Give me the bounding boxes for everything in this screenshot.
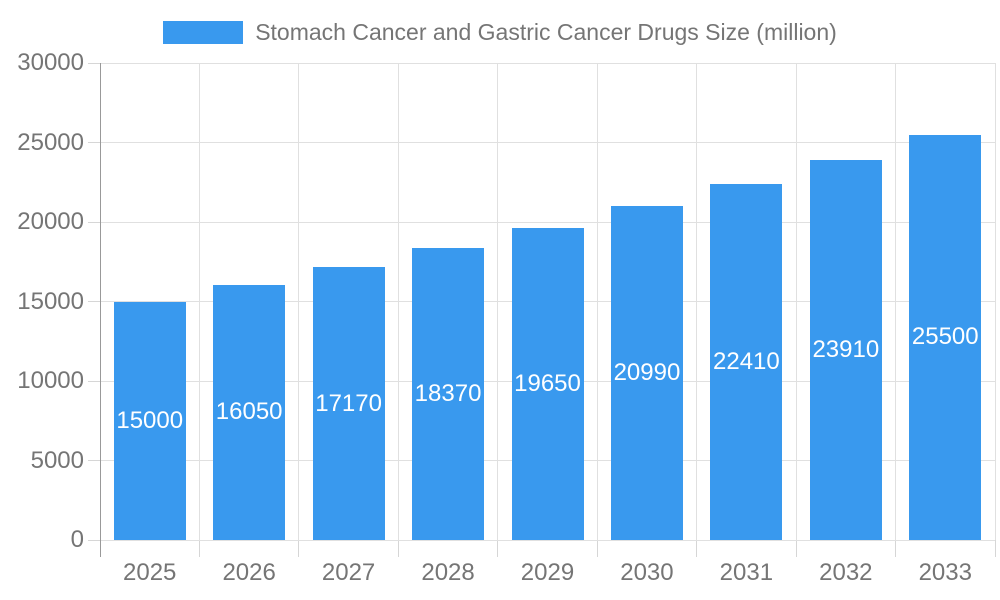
bar[interactable]: 17170: [312, 267, 385, 540]
x-axis-tick: [298, 540, 300, 557]
v-gridline: [298, 63, 300, 540]
bar-value-label: 18370: [414, 379, 482, 407]
y-tick-label: 20000: [17, 208, 84, 235]
bar-value-label: 19650: [514, 369, 581, 397]
v-gridline: [397, 63, 399, 540]
bar-value-label: 16050: [215, 398, 283, 426]
y-tick-label: 15000: [17, 287, 84, 315]
y-tick-label: 25000: [17, 128, 84, 156]
v-gridline: [497, 63, 499, 540]
x-axis-tick: [198, 540, 200, 557]
x-axis-tick: [994, 540, 996, 557]
y-axis-tick: [88, 460, 100, 461]
y-axis-tick: [88, 142, 100, 143]
y-axis-tick: [88, 539, 100, 541]
x-tick-label: 2029: [520, 559, 575, 586]
v-gridline: [596, 63, 598, 540]
y-axis-tick: [88, 62, 100, 64]
bar[interactable]: 23910: [809, 159, 882, 540]
v-gridline: [994, 63, 996, 540]
bar-value-label: 22410: [713, 347, 780, 375]
bar[interactable]: 19650: [511, 227, 584, 540]
legend-item[interactable]: Stomach Cancer and Gastric Cancer Drugs …: [0, 16, 1000, 48]
bar[interactable]: 18370: [412, 247, 485, 540]
y-tick-label: 30000: [17, 49, 84, 76]
bar[interactable]: 22410: [710, 183, 783, 540]
legend-swatch-icon: [163, 20, 244, 44]
x-tick-label: 2028: [421, 559, 475, 586]
x-axis-tick: [497, 540, 499, 557]
x-tick-label: 2031: [719, 559, 774, 586]
x-axis-tick: [895, 540, 897, 557]
x-tick-label: 2033: [918, 559, 972, 586]
x-tick-label: 2030: [620, 559, 674, 586]
bar[interactable]: 15000: [113, 301, 186, 540]
x-axis-tick: [397, 540, 399, 557]
v-gridline: [895, 63, 897, 540]
x-tick-label: 2032: [819, 559, 873, 586]
bar[interactable]: 25500: [909, 134, 982, 540]
v-gridline: [198, 63, 200, 540]
y-axis-tick: [88, 380, 100, 382]
v-gridline: [795, 63, 797, 540]
y-axis-tick: [88, 221, 100, 223]
h-gridline: [100, 62, 995, 64]
h-gridline: [100, 142, 995, 143]
x-tick-label: 2025: [123, 559, 177, 586]
v-gridline: [696, 63, 698, 540]
bar[interactable]: 20990: [610, 206, 683, 540]
y-tick-label: 0: [70, 526, 84, 553]
x-axis-tick: [795, 540, 797, 557]
chart-title: Stomach Cancer and Gastric Cancer Drugs …: [255, 18, 837, 45]
h-gridline: [100, 539, 995, 541]
x-axis-tick: [696, 540, 698, 557]
plot-area: 15000 16050 17170 18370 19650 20990 22410 23910…: [99, 62, 996, 541]
bar-value-label: 17170: [315, 389, 382, 417]
x-tick-label: 2026: [222, 559, 276, 586]
h-gridline: [100, 221, 995, 223]
y-axis-tick: [88, 301, 100, 302]
bar-value-label: 23910: [812, 335, 880, 363]
bar-value-label: 20990: [613, 359, 681, 387]
y-tick-label: 5000: [30, 446, 84, 474]
x-tick-label: 2027: [321, 559, 376, 586]
y-tick-label: 10000: [17, 367, 84, 394]
y-axis-line: [100, 63, 101, 557]
bar-value-label: 25500: [911, 323, 979, 351]
x-axis-tick: [596, 540, 598, 557]
bar-value-label: 15000: [116, 406, 184, 434]
bar[interactable]: 16050: [213, 284, 286, 540]
